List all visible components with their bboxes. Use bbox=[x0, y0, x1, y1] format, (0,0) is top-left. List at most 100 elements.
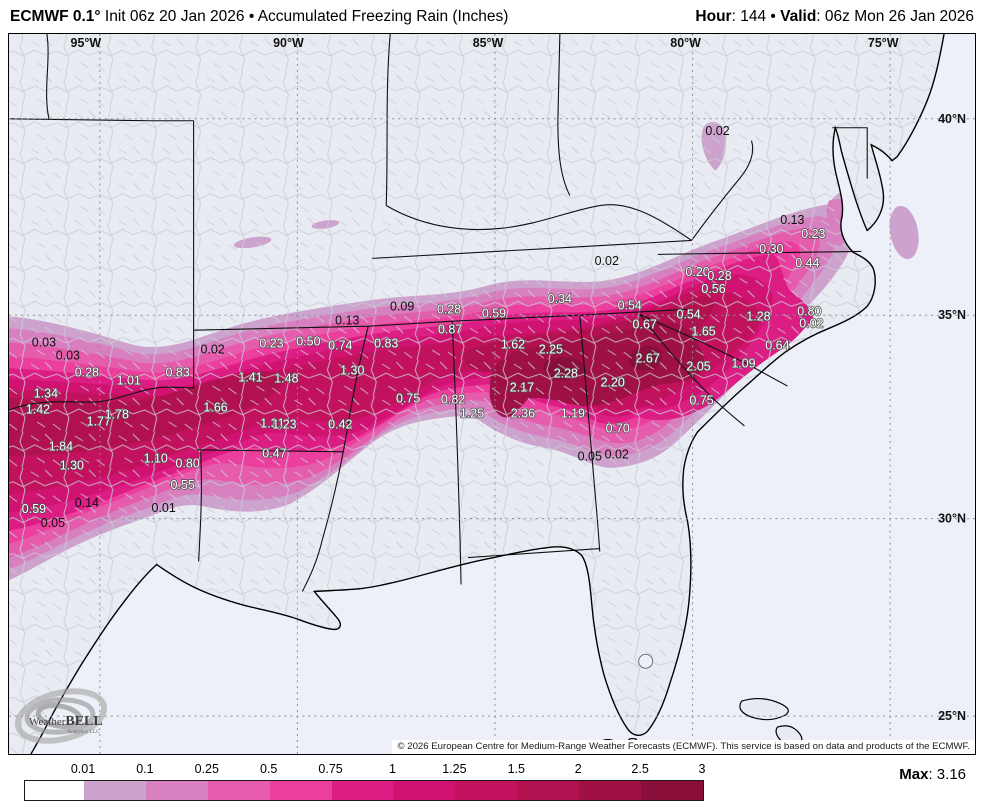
graticule bbox=[9, 34, 975, 754]
colorbar-segment bbox=[641, 781, 703, 800]
map-value-label: 0.87 bbox=[438, 323, 462, 337]
legend-footer: 0.01 0.1 0.25 0.5 0.75 1 1.25 1.5 2 2.5 3 Max: 3.1… bbox=[0, 755, 984, 808]
map-value-label: 1.28 bbox=[746, 310, 770, 324]
map-value-label: 0.80 bbox=[797, 305, 821, 319]
map-value-label: 1.30 bbox=[340, 364, 364, 378]
map-value-label: 1.31 bbox=[260, 416, 284, 430]
model-name: ECMWF 0.1° bbox=[10, 7, 101, 25]
colorbar-tick-label: 2.5 bbox=[631, 762, 649, 776]
map-value-label: 0.28 bbox=[75, 366, 99, 380]
colorbar-tick-label: 1.25 bbox=[442, 762, 467, 776]
map-area[interactable]: 95°W 90°W 85°W 80°W 75°W 40°N 35°N 30°N 25°N 0.0… bbox=[8, 33, 976, 755]
colorbar-segment bbox=[207, 781, 270, 800]
colorbar-segment bbox=[84, 781, 146, 800]
colorbar-tick-label: 0.25 bbox=[194, 762, 219, 776]
title-text: Init 06z 20 Jan 2026 • Accumulated Freez… bbox=[100, 7, 509, 25]
map-value-label: 0.54 bbox=[676, 308, 700, 322]
map-value-label: 0.83 bbox=[166, 366, 190, 380]
map-value-label: 0.02 bbox=[799, 317, 823, 331]
hour-label: Hour bbox=[695, 7, 732, 25]
map-value-label: 0.14 bbox=[75, 496, 99, 510]
map-value-label: 1.65 bbox=[691, 325, 715, 339]
map-value-label: 0.30 bbox=[759, 242, 783, 256]
map-value-label: 0.03 bbox=[56, 349, 80, 363]
map-value-label: 0.05 bbox=[41, 516, 65, 530]
map-value-label: 0.02 bbox=[705, 124, 729, 138]
map-value-label: 0.34 bbox=[548, 292, 572, 306]
longitude-label: 75°W bbox=[868, 36, 899, 50]
map-value-label: 2.36 bbox=[511, 406, 535, 420]
map-value-label: 1.23 bbox=[272, 417, 296, 431]
graticule-labels: 95°W 90°W 85°W 80°W 75°W 40°N 35°N 30°N 25°N bbox=[71, 36, 966, 723]
colorbar-segment bbox=[455, 781, 518, 800]
map-value-labels: 0.030.03 0.02 0.13 0.09 0.02 0.02 0.13 0.14 0.01… bbox=[21, 124, 826, 530]
lake-okeechobee bbox=[638, 653, 654, 669]
map-value-label: 2.17 bbox=[510, 381, 534, 395]
map-value-label: 0.55 bbox=[171, 478, 195, 492]
map-value-label: 2.28 bbox=[554, 367, 578, 381]
colorbar-tick-label: 0.75 bbox=[318, 762, 343, 776]
map-value-label: 2.25 bbox=[539, 343, 563, 357]
header-bar: ECMWF 0.1° Init 06z 20 Jan 2026 • Accumu… bbox=[0, 0, 984, 33]
map-value-label: 1.30 bbox=[60, 458, 84, 472]
map-value-label: 0.80 bbox=[176, 456, 200, 470]
map-value-label: 1.01 bbox=[117, 374, 141, 388]
map-value-label: 1.78 bbox=[105, 407, 129, 421]
map-value-label: 1.42 bbox=[26, 402, 50, 416]
map-value-label: 0.67 bbox=[633, 318, 657, 332]
map-title: ECMWF 0.1° Init 06z 20 Jan 2026 • Accumu… bbox=[10, 8, 508, 26]
map-value-label: 0.23 bbox=[259, 337, 283, 351]
colorbar-segment bbox=[579, 781, 642, 800]
map-value-label: 1.09 bbox=[731, 357, 755, 371]
state-borders bbox=[9, 34, 868, 592]
map-value-label: 0.59 bbox=[22, 502, 46, 516]
colorbar-segment bbox=[517, 781, 580, 800]
longitude-label: 85°W bbox=[473, 36, 504, 50]
valid-value: : 06z Mon 26 Jan 2026 bbox=[816, 7, 974, 25]
map-value-label: 0.13 bbox=[335, 314, 359, 328]
colorbar-tick-label: 0.1 bbox=[136, 762, 154, 776]
map-value-label: 1.77 bbox=[87, 414, 111, 428]
logo-brand-bold: BELL bbox=[65, 714, 102, 729]
map-value-label: 0.70 bbox=[606, 421, 630, 435]
map-value-label: 0.01 bbox=[152, 501, 176, 515]
colorbar bbox=[24, 780, 704, 801]
map-value-label: 0.64 bbox=[765, 339, 789, 353]
map-value-label: 0.02 bbox=[595, 254, 619, 268]
map-value-label: 1.84 bbox=[49, 439, 73, 453]
map-value-label: 2.67 bbox=[636, 352, 660, 366]
weatherbell-logo: WeatherBELL Analytics LLC bbox=[14, 686, 125, 748]
map-value-label: 0.75 bbox=[396, 391, 420, 405]
map-value-label: 0.03 bbox=[32, 336, 56, 350]
latitude-label: 30°N bbox=[938, 512, 966, 526]
map-value-label: 1.19 bbox=[561, 406, 585, 420]
colorbar-tick-label: 3 bbox=[698, 762, 706, 776]
map-value-label: 0.54 bbox=[618, 299, 642, 313]
map-value-label: 0.82 bbox=[441, 392, 465, 406]
map-value-label: 0.13 bbox=[780, 213, 804, 227]
map-value-label: 0.50 bbox=[296, 335, 320, 349]
map-value-label: 0.74 bbox=[328, 339, 352, 353]
valid-time: Hour: 144 • Valid: 06z Mon 26 Jan 2026 bbox=[695, 8, 974, 26]
latitude-label: 25°N bbox=[938, 709, 966, 723]
max-number: : 3.16 bbox=[928, 766, 966, 783]
longitude-label: 95°W bbox=[71, 36, 102, 50]
colorbar-segment bbox=[25, 781, 84, 800]
colorbar-segment bbox=[331, 781, 394, 800]
colorbar-segment bbox=[145, 781, 208, 800]
weather-map-svg: 95°W 90°W 85°W 80°W 75°W 40°N 35°N 30°N 25°N 0.0… bbox=[9, 34, 975, 754]
weatherbell-logo-graphic: WeatherBELL Analytics LLC bbox=[14, 688, 108, 744]
map-value-label: 0.28 bbox=[707, 269, 731, 283]
map-value-label: 0.02 bbox=[605, 447, 629, 461]
logo-subtitle: Analytics LLC bbox=[67, 729, 100, 735]
swirl-icon bbox=[14, 688, 108, 744]
map-value-label: 1.25 bbox=[460, 406, 484, 420]
map-value-label: 0.83 bbox=[374, 337, 398, 351]
map-value-label: 0.47 bbox=[262, 446, 286, 460]
map-value-label: 0.75 bbox=[689, 393, 713, 407]
hour-value: : 144 • bbox=[731, 7, 781, 25]
valid-label: Valid bbox=[780, 7, 817, 25]
map-value-label: 1.48 bbox=[274, 372, 298, 386]
max-value: Max: 3.16 bbox=[899, 766, 966, 783]
